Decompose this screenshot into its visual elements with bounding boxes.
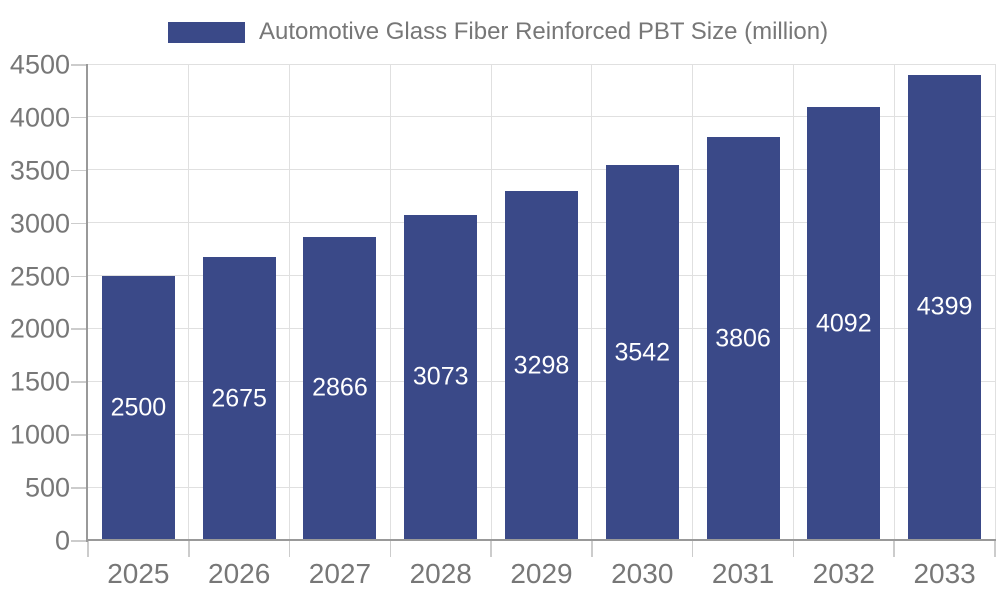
y-tick — [71, 222, 86, 225]
bar: 3806 — [706, 137, 780, 540]
x-tick — [288, 541, 291, 557]
y-gridline — [88, 169, 995, 171]
y-tick — [71, 328, 86, 330]
x-tick-label: 2032 — [812, 558, 875, 589]
x-tick-label: 2025 — [107, 558, 170, 589]
y-tick-label: 4500 — [9, 49, 70, 80]
legend-label: Automotive Glass Fiber Reinforced PBT Si… — [259, 18, 829, 45]
bar-value-label: 3542 — [614, 338, 671, 367]
y-axis-line — [86, 64, 88, 542]
y-tick — [71, 116, 86, 119]
x-tick-label: 2031 — [711, 558, 775, 589]
y-gridline — [88, 116, 995, 118]
y-tick — [71, 381, 86, 383]
x-gridline — [591, 64, 593, 540]
bar: 4092 — [807, 107, 881, 540]
x-gridline — [490, 64, 492, 540]
x-axis-line — [86, 539, 996, 541]
bar-value-label: 2866 — [312, 373, 368, 402]
y-tick-label: 0 — [54, 525, 70, 556]
y-tick — [71, 434, 86, 436]
x-tick — [188, 541, 190, 557]
bar-value-label: 4092 — [816, 309, 872, 338]
y-tick-label: 1500 — [9, 366, 70, 397]
bar: 2675 — [202, 257, 276, 540]
x-tick — [792, 541, 795, 557]
bar: 3298 — [505, 191, 578, 540]
y-tick-label: 2500 — [9, 261, 70, 292]
y-tick-label: 4000 — [9, 102, 70, 133]
bar: 2500 — [101, 275, 175, 540]
y-tick-label: 3500 — [9, 155, 70, 186]
y-tick-label: 1000 — [9, 419, 70, 450]
legend-swatch — [168, 21, 245, 43]
x-tick — [87, 541, 89, 557]
y-tick-label: 3000 — [9, 208, 70, 239]
x-gridline — [792, 64, 794, 540]
x-gridline — [188, 64, 190, 540]
bar: 3073 — [404, 214, 478, 540]
bar: 2866 — [303, 236, 377, 540]
y-gridline — [88, 63, 995, 65]
bar-value-label: 3298 — [513, 351, 570, 380]
x-tick-label: 2028 — [409, 558, 472, 589]
bar: 3542 — [605, 165, 679, 540]
y-tick — [71, 64, 86, 66]
legend: Automotive Glass Fiber Reinforced PBT Si… — [168, 18, 828, 46]
y-tick-label: 2000 — [9, 313, 70, 344]
bar-value-label: 2675 — [211, 384, 267, 413]
bar: 4399 — [908, 74, 982, 540]
x-tick — [389, 541, 392, 557]
x-gridline — [994, 64, 996, 540]
bar-value-label: 2500 — [110, 393, 167, 422]
bar-value-label: 4399 — [916, 292, 973, 321]
x-tick — [591, 541, 593, 557]
bar-value-label: 3806 — [715, 324, 771, 353]
y-tick — [71, 487, 86, 489]
y-tick-label: 500 — [24, 472, 70, 503]
y-tick — [71, 540, 86, 542]
x-tick — [691, 541, 694, 557]
x-tick — [490, 541, 492, 557]
plot-area: 2500 2675 2866 3073 3298 3542 3806 4092 4399 — [88, 63, 996, 540]
y-tick — [71, 275, 86, 278]
y-tick — [71, 169, 86, 172]
x-tick-label: 2029 — [510, 558, 573, 589]
x-tick-label: 2033 — [913, 558, 976, 589]
x-tick-label: 2027 — [308, 558, 372, 589]
x-gridline — [692, 64, 694, 540]
x-gridline — [893, 64, 895, 540]
x-tick-label: 2026 — [208, 558, 271, 589]
x-tick-label: 2030 — [611, 558, 674, 589]
x-gridline — [289, 64, 291, 540]
bar-value-label: 3073 — [412, 362, 469, 391]
x-gridline — [389, 64, 391, 540]
x-tick — [893, 541, 895, 557]
x-tick — [994, 541, 996, 557]
